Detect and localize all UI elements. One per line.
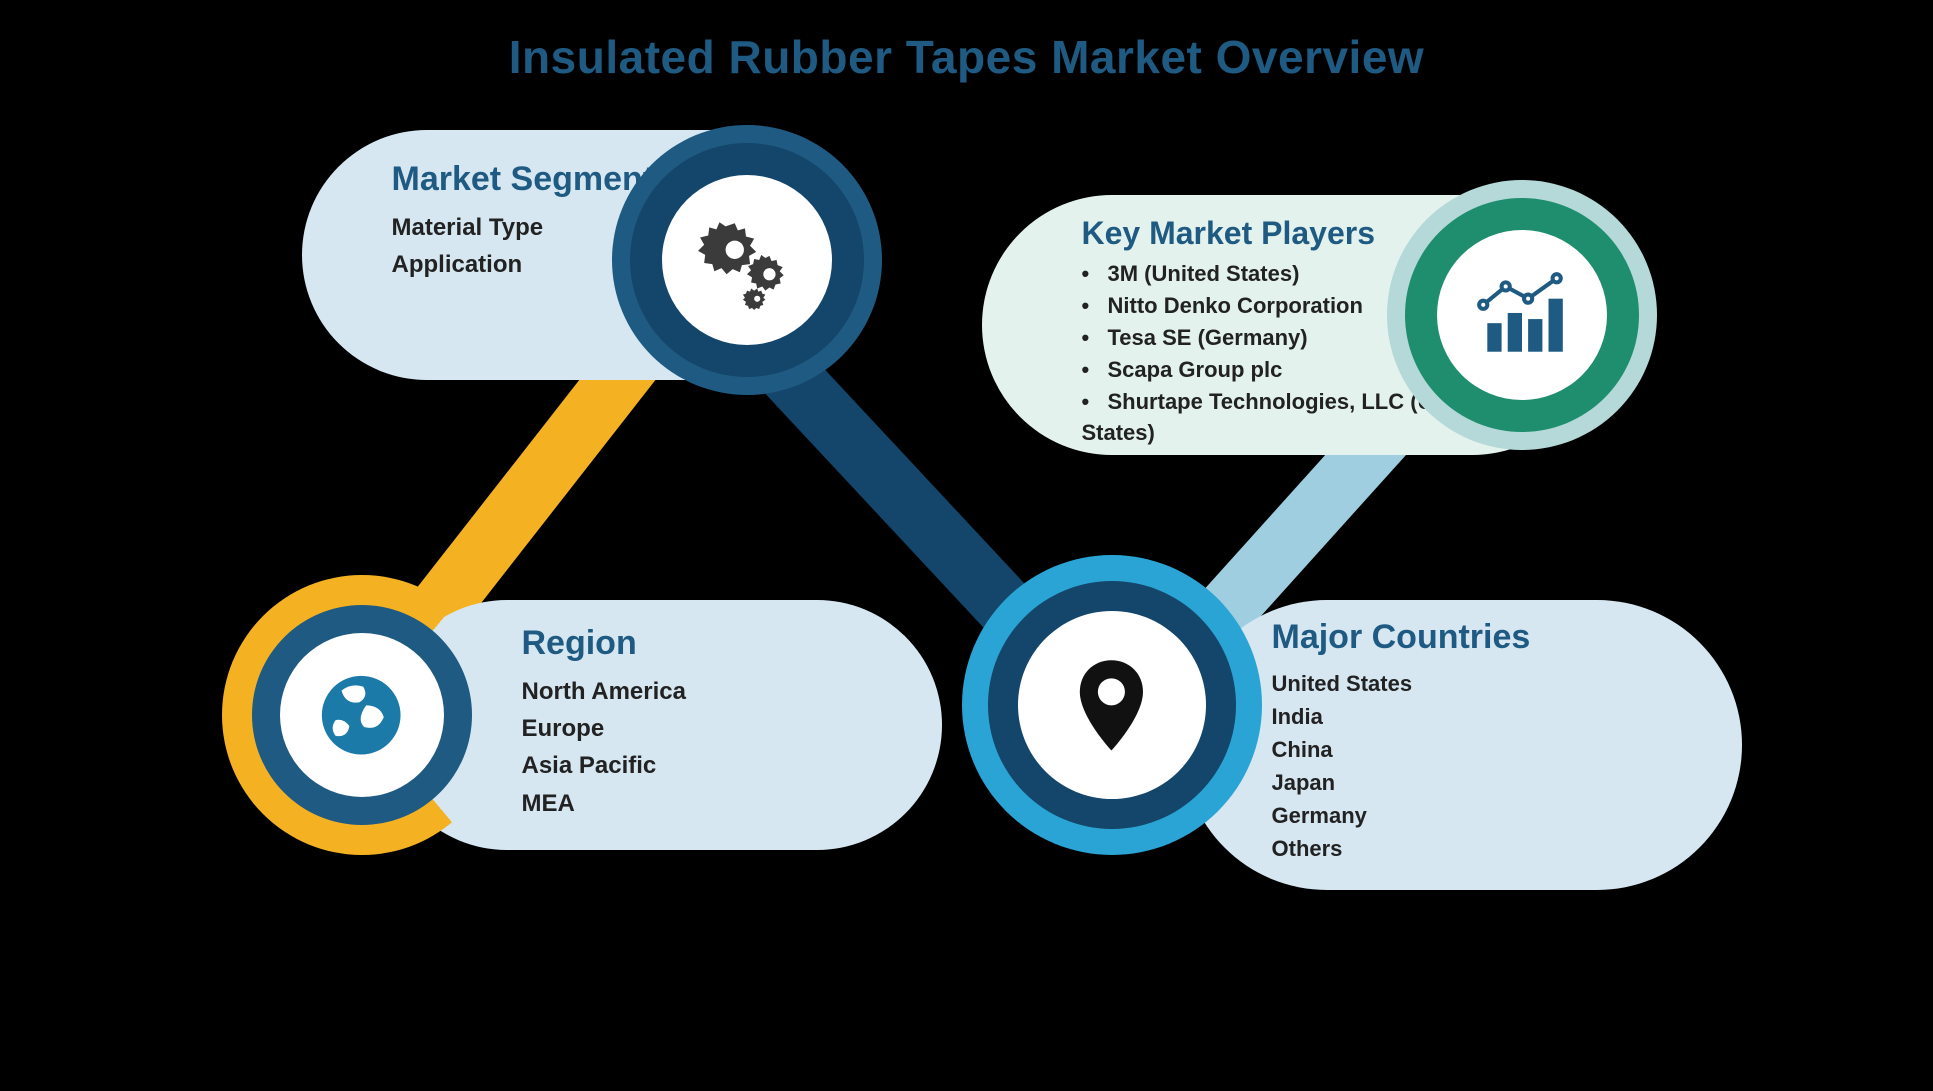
heading-region: Region [522, 624, 892, 663]
node-major-countries [962, 555, 1262, 855]
node-key-players [1387, 180, 1657, 450]
node-market-segments [612, 125, 882, 395]
region-item: Asia Pacific [522, 747, 892, 784]
page-title: Insulated Rubber Tapes Market Overview [192, 30, 1742, 84]
map-pin-icon [1055, 649, 1168, 762]
bar-line-chart-icon [1471, 264, 1573, 366]
country-item: Japan [1272, 766, 1692, 799]
country-item: India [1272, 700, 1692, 733]
globe-icon [312, 666, 410, 764]
country-item: Germany [1272, 799, 1692, 832]
infographic-canvas: Insulated Rubber Tapes Market Overview M… [192, 0, 1742, 1091]
node-region [222, 575, 502, 855]
card-major-countries: Major Countries United States India Chin… [1182, 600, 1742, 890]
region-item: MEA [522, 785, 892, 822]
country-item: China [1272, 733, 1692, 766]
region-item: Europe [522, 710, 892, 747]
country-item: United States [1272, 667, 1692, 700]
gears-icon [696, 209, 798, 311]
region-item: North America [522, 673, 892, 710]
heading-major-countries: Major Countries [1272, 618, 1692, 657]
country-item: Others [1272, 832, 1692, 865]
